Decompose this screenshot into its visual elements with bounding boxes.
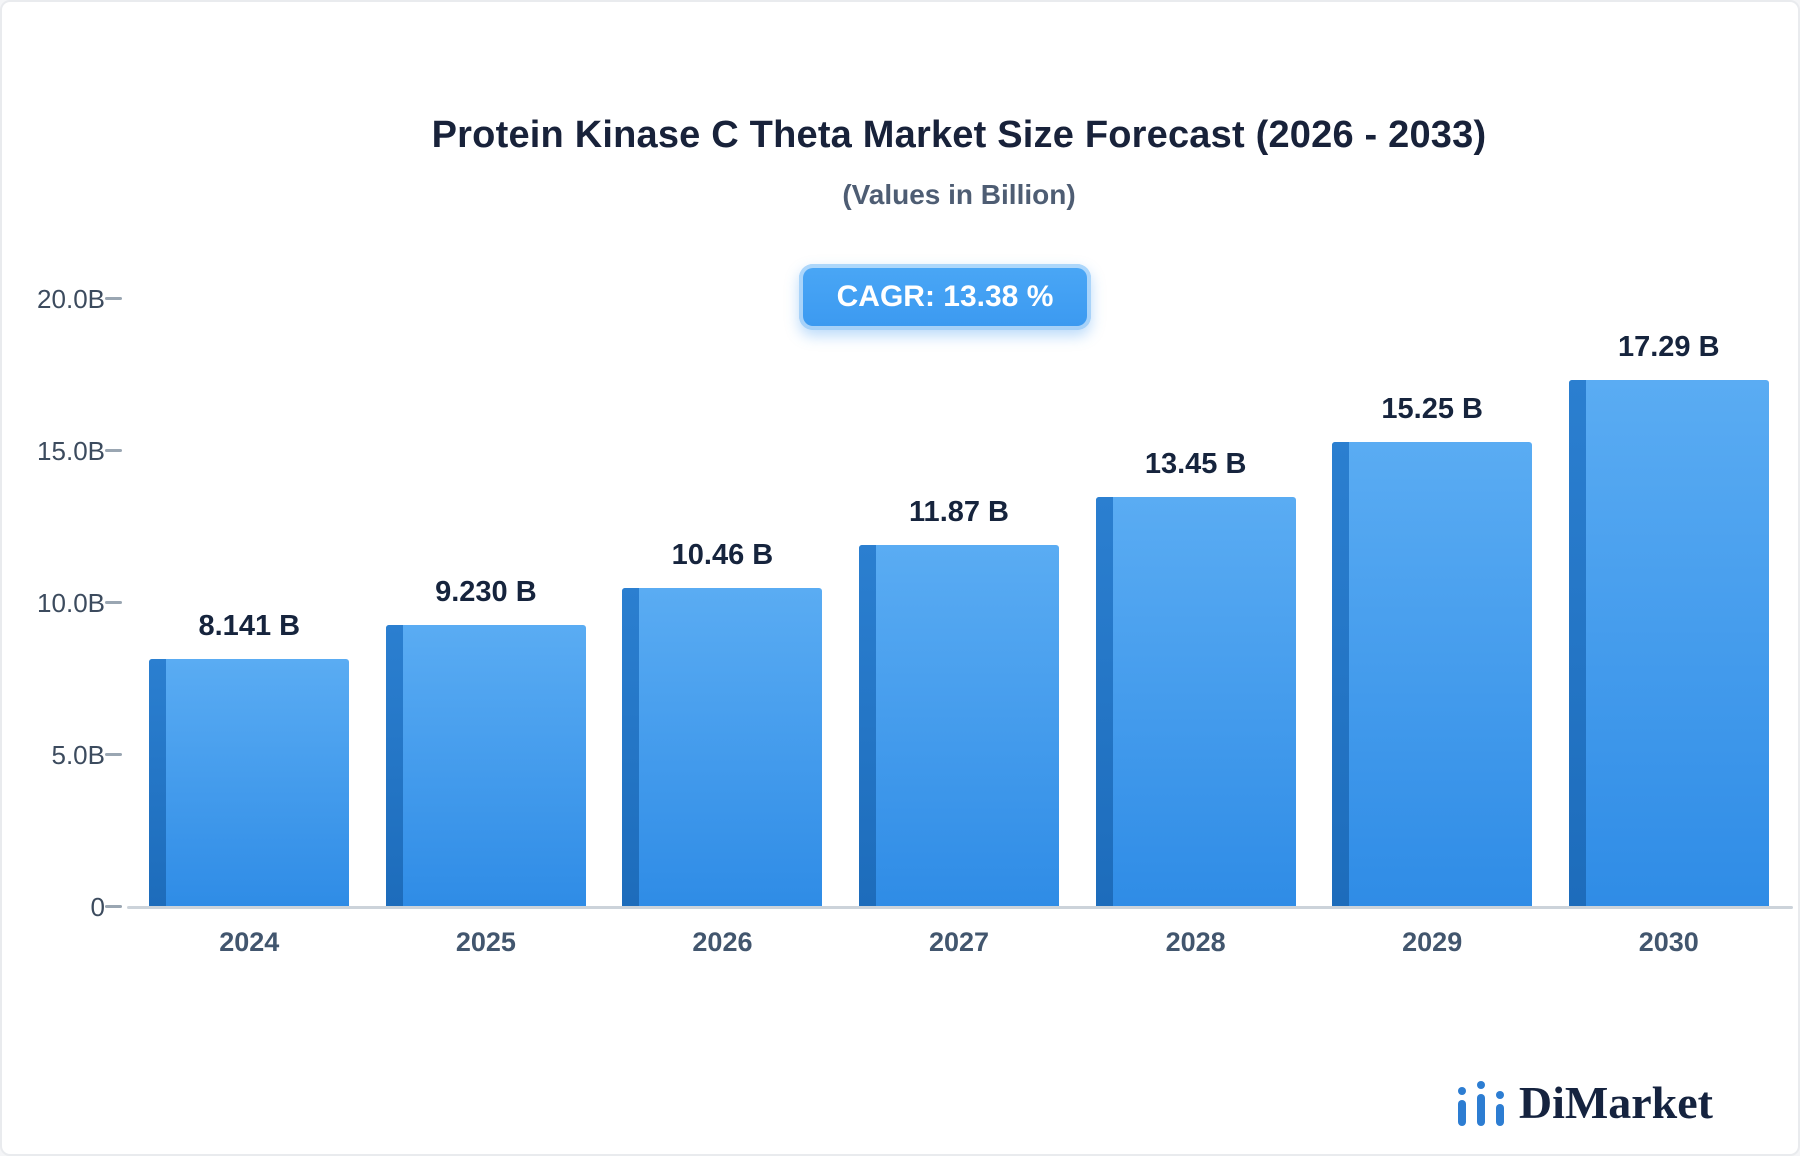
y-tick-mark <box>105 297 122 300</box>
bar-value-label: 13.45 B <box>1144 448 1247 481</box>
y-tick-label: 20.0B <box>37 284 105 314</box>
bar-slot-2025: 9.230 B 2025 <box>368 298 605 957</box>
bar-2030 <box>1568 380 1769 906</box>
bar-slot-2024: 8.141 B 2024 <box>131 298 368 957</box>
bar-value-label: 11.87 B <box>909 496 1010 529</box>
x-axis-label-2029: 2029 <box>1402 927 1463 957</box>
y-tick-label: 5.0B <box>51 740 106 770</box>
brand-logo: DiMarket <box>1455 1078 1713 1126</box>
bar-slot-2030: 17.29 B 2030 <box>1550 298 1787 957</box>
chart-subtitle: (Values in Billion) <box>842 179 1076 210</box>
bar-value-label: 10.46 B <box>671 539 774 571</box>
bar-2028 <box>1095 497 1296 906</box>
plot-area: 8.141 B 2024 9.230 B 2025 10.46 B 2026 11.87 B… <box>37 284 1793 957</box>
bars-container: 8.141 B 2024 9.230 B 2025 10.46 B 2026 11.87 B… <box>131 298 1787 957</box>
bar-value-label: 17.29 B <box>1617 331 1720 364</box>
x-axis-label-2025: 2025 <box>455 927 516 957</box>
bar-slot-2029: 15.25 B 2029 <box>1314 298 1551 957</box>
cagr-badge: CAGR: 13.38 % <box>799 264 1091 330</box>
bar-2029 <box>1332 442 1533 906</box>
dimarket-bars-icon <box>1457 1081 1504 1126</box>
chart-title: Protein Kinase C Theta Market Size Forec… <box>431 114 1487 156</box>
x-axis-label-2028: 2028 <box>1165 927 1226 957</box>
y-tick-label: 15.0B <box>37 436 105 466</box>
y-tick-label: 0 <box>90 892 105 922</box>
bar-2024 <box>149 658 350 906</box>
bar-slot-2028: 13.45 B 2028 <box>1077 298 1314 957</box>
y-tick-mark <box>105 905 122 908</box>
y-tick-mark <box>105 601 122 604</box>
y-tick-mark <box>105 753 122 756</box>
bar-value-label: 15.25 B <box>1381 393 1483 426</box>
x-axis-line <box>127 906 1793 909</box>
bar-slot-2027: 11.87 B 2027 <box>841 298 1078 957</box>
bar-2027 <box>859 545 1060 906</box>
chart-header: Protein Kinase C Theta Market Size Forec… <box>59 2 1798 211</box>
bar-2026 <box>622 588 823 906</box>
bar-slot-2026: 10.46 B 2026 <box>604 298 841 957</box>
bar-2025 <box>385 625 586 906</box>
x-axis-label-2027: 2027 <box>928 927 990 957</box>
y-tick-mark <box>105 449 122 452</box>
x-axis-label-2024: 2024 <box>219 927 280 957</box>
bar-value-label: 9.230 B <box>435 576 537 609</box>
bar-value-label: 8.141 B <box>198 609 301 642</box>
x-axis-label-2026: 2026 <box>692 927 753 957</box>
x-axis-label-2030: 2030 <box>1638 927 1699 957</box>
brand-name: DiMarket <box>1518 1077 1713 1128</box>
y-tick-label: 10.0B <box>37 588 105 618</box>
